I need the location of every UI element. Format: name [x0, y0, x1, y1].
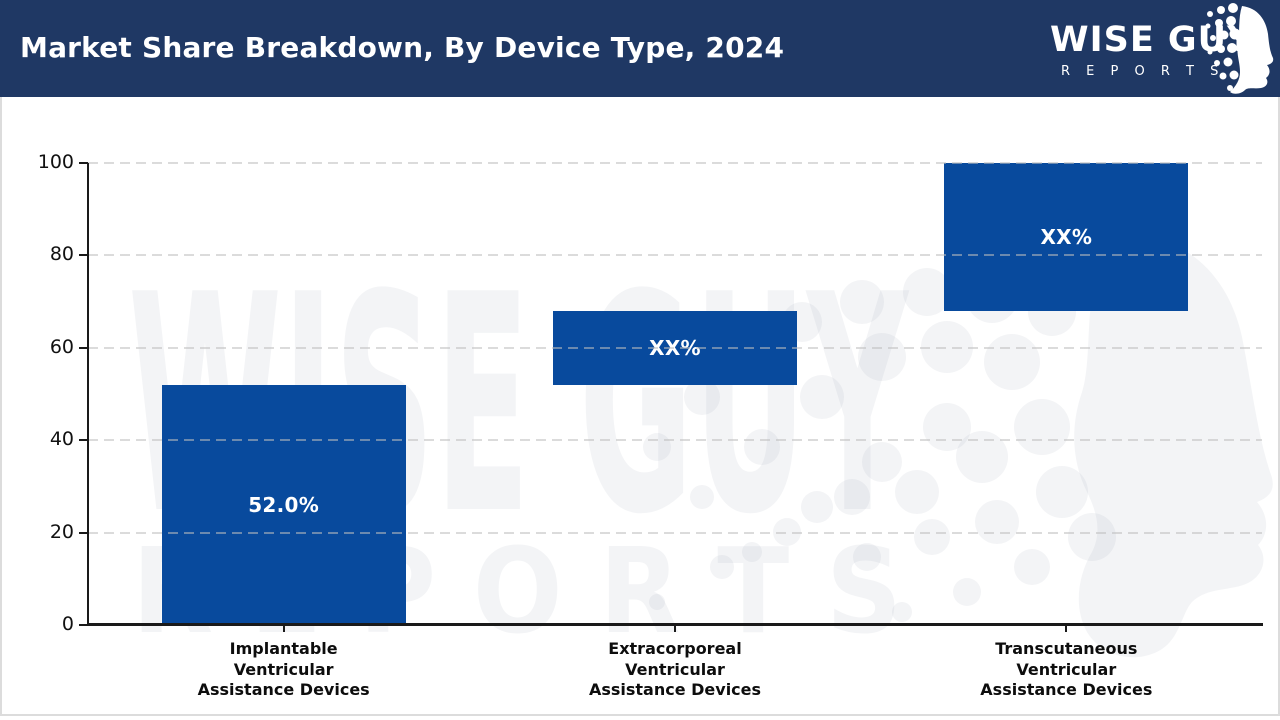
x-tick-2 — [1065, 625, 1068, 632]
bar-segment: 52.0% — [161, 384, 406, 625]
wiseguy-logo: WISE GUY R E P O R T S — [1014, 0, 1274, 97]
gridline-20 — [88, 531, 1262, 534]
y-tick-80 — [79, 254, 88, 257]
y-tick-0 — [79, 624, 88, 626]
y-tick-label-40: 40 — [49, 428, 74, 451]
logo-reports-text: R E P O R T S — [1061, 64, 1224, 79]
category-label: Implantable Ventricular Assistance Devic… — [197, 639, 370, 699]
y-tick-40 — [79, 439, 88, 442]
bar-segment: XX% — [944, 163, 1189, 311]
y-tick-label-80: 80 — [49, 243, 74, 266]
y-tick-60 — [79, 346, 88, 349]
y-tick-label-0: 0 — [61, 613, 74, 635]
category-label: Transcutaneous Ventricular Assistance De… — [980, 639, 1153, 699]
y-tick-20 — [79, 531, 88, 534]
x-tick-1 — [674, 625, 676, 632]
y-tick-label-60: 60 — [49, 335, 74, 358]
wiseguy-logo-graphic: WISE GUY R E P O R T S — [1050, 3, 1274, 94]
chart-region: WISE GUY R E P O R T S — [0, 97, 1280, 716]
gridline-100 — [88, 162, 1262, 164]
logo-brand-text: WISE GUY — [1050, 20, 1253, 60]
bar-value-label: 52.0% — [248, 492, 320, 517]
x-axis-spine — [87, 623, 1263, 626]
page-title: Market Share Breakdown, By Device Type, … — [20, 31, 785, 65]
plot-area: 52.0% XX% XX% 0 20 40 60 80 100 Implantable Vent… — [38, 151, 1263, 699]
gridline-60 — [88, 346, 1262, 349]
y-tick-label-20: 20 — [49, 520, 74, 543]
y-axis-spine — [87, 163, 89, 625]
y-tick-label-100: 100 — [37, 151, 74, 173]
logo-face-icon — [1205, 3, 1274, 94]
gridline-40 — [88, 439, 1262, 442]
header-bar: Market Share Breakdown, By Device Type, … — [0, 0, 1280, 97]
gridline-80 — [88, 254, 1262, 257]
bar-value-label: XX% — [1040, 224, 1093, 249]
category-label: Extracorporeal Ventricular Assistance De… — [588, 639, 762, 699]
y-tick-100 — [79, 162, 88, 164]
x-tick-0 — [282, 625, 285, 632]
